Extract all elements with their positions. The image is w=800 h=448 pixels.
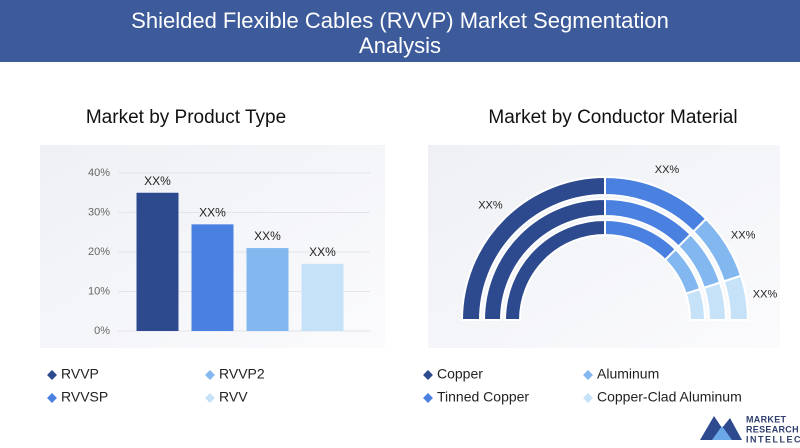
bar: [246, 248, 289, 331]
bar: [136, 192, 179, 331]
legend-label: RVVP: [61, 366, 99, 382]
legend-marker: [205, 393, 215, 403]
logo-text: INTELLECT: [746, 434, 800, 444]
y-tick-label: 20%: [88, 246, 110, 258]
logo-icon: [712, 426, 732, 440]
legend-marker: [423, 393, 433, 403]
page-title: Shielded Flexible Cables (RVVP) Market S…: [131, 8, 669, 58]
y-tick-label: 30%: [88, 206, 110, 218]
legend-label: RVVSP: [61, 389, 108, 405]
header-band: [0, 0, 800, 62]
donut-segment: [722, 274, 750, 321]
chart-title: Market by Conductor Material: [488, 107, 737, 128]
legend-label: RVV: [219, 389, 248, 405]
value-label: XX%: [731, 229, 756, 241]
legend-marker: [583, 370, 593, 380]
legend-marker: [47, 370, 57, 380]
y-tick-label: 0%: [94, 325, 110, 337]
donut-segment: [684, 287, 707, 321]
y-tick-label: 40%: [88, 167, 110, 179]
value-label: XX%: [254, 229, 281, 243]
legend-label: Copper: [437, 366, 483, 382]
legend-marker: [583, 393, 593, 403]
logo: [700, 416, 742, 440]
legend-marker: [423, 370, 433, 380]
bar: [301, 263, 344, 331]
value-label: XX%: [753, 289, 778, 301]
legend-label: Aluminum: [597, 366, 659, 382]
legend-marker: [205, 370, 215, 380]
chart-title: Market by Product Type: [86, 107, 286, 128]
bar: [191, 224, 234, 331]
value-label: XX%: [478, 199, 503, 211]
value-label: XX%: [655, 164, 680, 176]
legend-label: RVVP2: [219, 366, 265, 382]
logo-text: RESEARCH: [746, 424, 799, 434]
legend-label: Copper-Clad Aluminum: [597, 389, 742, 405]
value-label: XX%: [309, 245, 336, 259]
legend-label: Tinned Copper: [437, 389, 529, 405]
y-tick-label: 10%: [88, 285, 110, 297]
value-label: XX%: [144, 174, 171, 188]
logo-text: MARKET: [746, 414, 786, 424]
donut-segment: [702, 281, 728, 321]
value-label: XX%: [199, 206, 226, 220]
legend-marker: [47, 393, 57, 403]
